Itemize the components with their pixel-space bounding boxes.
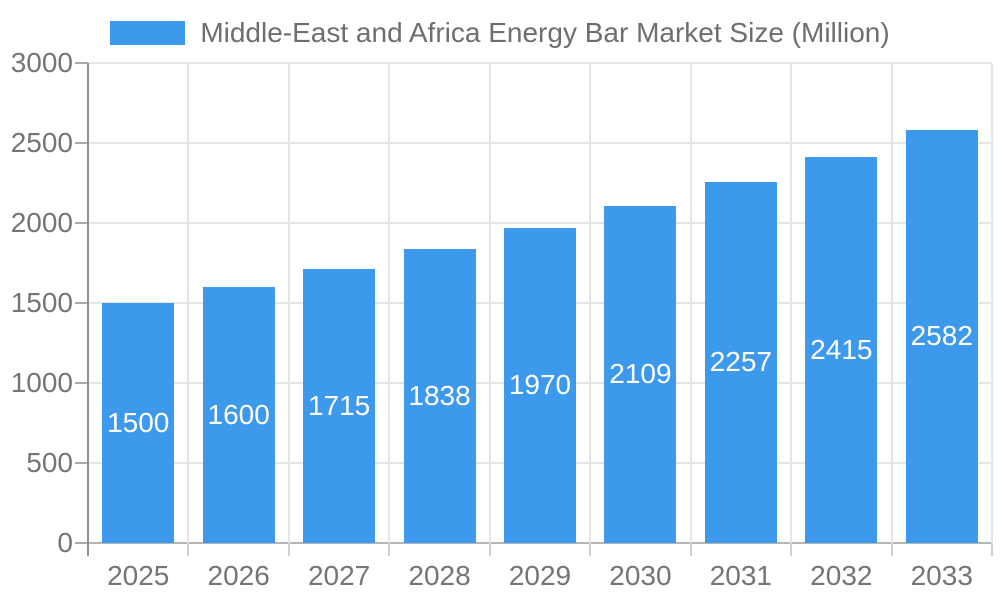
bar[interactable]: 2582 (905, 129, 978, 543)
gridline-vertical (589, 63, 592, 543)
bar[interactable]: 2109 (604, 205, 677, 543)
x-axis-tick (589, 543, 592, 556)
gridline-vertical (287, 63, 290, 543)
y-axis-label: 2500 (10, 127, 73, 158)
bar-value-label: 2109 (609, 358, 672, 390)
x-axis-label: 2029 (508, 560, 572, 591)
gridline-horizontal (88, 62, 992, 64)
y-axis-tick (75, 62, 88, 64)
y-axis-tick (75, 142, 88, 144)
x-axis-baseline (88, 542, 992, 544)
bar-value-label: 2257 (709, 346, 773, 378)
x-axis-tick (991, 543, 993, 556)
bar[interactable]: 1715 (303, 268, 376, 543)
y-axis-label: 1500 (10, 287, 73, 318)
bar[interactable]: 2257 (704, 181, 777, 543)
x-axis-label: 2027 (307, 560, 371, 591)
gridline-vertical (991, 63, 993, 543)
bar[interactable]: 1838 (403, 248, 476, 543)
bar-value-label: 1500 (107, 407, 170, 438)
x-axis-label: 2026 (207, 560, 270, 591)
gridline-vertical (890, 63, 893, 543)
bar-value-label: 2415 (810, 333, 873, 365)
x-axis-label: 2032 (810, 560, 873, 591)
x-axis-tick (187, 543, 190, 556)
gridline-vertical (388, 63, 391, 543)
gridline-vertical (790, 63, 793, 543)
y-axis-tick (75, 302, 88, 304)
y-axis-tick (75, 462, 88, 464)
bar-value-label: 2582 (910, 320, 973, 352)
x-axis-tick (287, 543, 290, 556)
y-axis-tick (75, 542, 88, 544)
legend-swatch (110, 21, 186, 45)
x-axis-label: 2028 (408, 560, 471, 591)
chart-legend[interactable]: Middle-East and Africa Energy Bar Market… (0, 18, 1000, 48)
y-axis-label: 0 (57, 527, 73, 558)
gridline-vertical (689, 63, 692, 543)
x-axis-tick (790, 543, 793, 556)
y-axis-label: 1000 (10, 367, 73, 398)
legend-label: Middle-East and Africa Energy Bar Market… (200, 17, 890, 48)
y-axis-line (87, 63, 89, 556)
gridline-vertical (488, 63, 491, 543)
x-axis-label: 2025 (107, 560, 170, 591)
x-axis-tick (890, 543, 893, 556)
bar[interactable]: 1970 (504, 227, 576, 543)
gridline-vertical (187, 63, 190, 543)
bar-value-label: 1838 (408, 379, 471, 411)
gridline-horizontal (88, 222, 992, 224)
gridline-horizontal (88, 142, 992, 144)
y-axis-tick (75, 382, 88, 384)
x-axis-tick (689, 543, 692, 556)
bar-value-label: 1715 (307, 389, 371, 421)
x-axis-label: 2033 (910, 560, 973, 591)
x-axis-label: 2030 (609, 560, 672, 591)
y-axis-label: 3000 (10, 47, 73, 78)
y-axis-label: 500 (26, 447, 73, 478)
bar[interactable]: 2415 (805, 156, 878, 543)
x-axis-label: 2031 (709, 560, 773, 591)
bar[interactable]: 1600 (202, 287, 275, 543)
bar-value-label: 1970 (508, 369, 572, 401)
bar-value-label: 1600 (207, 399, 270, 430)
x-axis-tick (488, 543, 491, 556)
y-axis-tick (75, 222, 88, 224)
bar[interactable]: 1500 (102, 303, 175, 543)
y-axis-label: 2000 (10, 207, 73, 238)
x-axis-tick (388, 543, 391, 556)
